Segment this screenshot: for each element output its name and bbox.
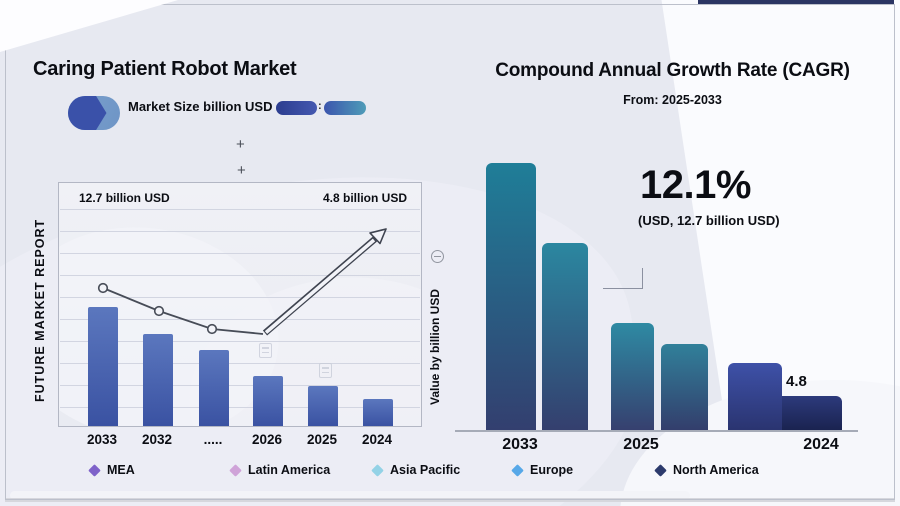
future-market-report-label: FUTURE MARKET REPORT: [33, 218, 47, 403]
diamond-icon: [511, 463, 524, 477]
x-label: 2024: [803, 436, 839, 453]
cagr-value: 12.1%: [640, 163, 751, 207]
legend-label: Latin America: [248, 463, 331, 477]
bar-2025: [308, 386, 338, 426]
cagr-title: Compound Annual Growth Rate (CAGR): [495, 60, 850, 81]
x-axis-line: [455, 430, 858, 432]
legend-pill-navy-icon: [276, 101, 317, 115]
x-label: 2026: [251, 432, 283, 447]
bar-dots: [199, 350, 229, 426]
cagr-bar-2024-a: [728, 363, 782, 430]
bar-2026: [253, 376, 283, 426]
x-label: 2025: [306, 432, 338, 447]
cagr-bar-2025-a: [611, 323, 654, 430]
x-label: 2033: [502, 436, 538, 453]
market-size-legend-label: Market Size billion USD: [128, 99, 273, 114]
document-watermark-icon: [259, 343, 272, 358]
bar-2024: [363, 399, 393, 426]
trend-line-and-arrow: [97, 228, 387, 336]
cagr-subtitle: From: 2025-2033: [623, 93, 722, 107]
cagr-bar-2033-b: [542, 243, 588, 430]
legend-item-north-america: North America: [654, 463, 759, 477]
diamond-icon: [654, 463, 667, 477]
legend-pill-teal-icon: [324, 101, 366, 115]
bar-value-label: 4.8: [786, 373, 807, 390]
x-label: 2024: [361, 432, 393, 447]
chart-gridlines: [60, 209, 420, 426]
top-accent-strip: [698, 0, 894, 4]
diamond-icon: [371, 463, 384, 477]
bar-2033: [88, 307, 118, 426]
page-title: Caring Patient Robot Market: [33, 58, 297, 80]
bar-2032: [143, 334, 173, 426]
cagr-bar-2025-b: [661, 344, 708, 430]
legend-label: Asia Pacific: [390, 463, 461, 477]
circled-minus-icon: [431, 250, 444, 263]
legend-item-mea: MEA: [88, 463, 135, 477]
legend-item-asia-pacific: Asia Pacific: [371, 463, 461, 477]
bracket-connector: [603, 268, 643, 289]
legend-label: MEA: [107, 463, 135, 477]
cagr-bar-2033-a: [486, 163, 536, 430]
document-watermark-icon: [319, 363, 332, 378]
bottom-light-band: [10, 491, 690, 500]
diamond-icon: [88, 463, 101, 477]
y-axis-label: Value by billion USD: [428, 288, 442, 406]
diamond-icon: [229, 463, 242, 477]
plus-icon: +: [236, 136, 245, 153]
cagr-note: (USD, 12.7 billion USD): [638, 213, 780, 228]
x-label: 2025: [623, 436, 659, 453]
legend-label: North America: [673, 463, 759, 477]
market-size-capsule-icon: [68, 96, 120, 130]
bottom-dark-band: [5, 498, 895, 502]
x-label: .....: [203, 432, 223, 447]
x-label: 2033: [86, 432, 118, 447]
legend-separator: :: [318, 100, 322, 112]
x-label: 2032: [141, 432, 173, 447]
plus-icon: +: [237, 162, 246, 179]
legend-item-europe: Europe: [511, 463, 574, 477]
legend-item-latin-america: Latin America: [229, 463, 331, 477]
legend-label: Europe: [530, 463, 574, 477]
market-size-chart: 12.7 billion USD 4.8 billion USD: [58, 182, 422, 427]
cagr-bar-2024-b: [782, 396, 842, 430]
annotation-2024-value: 4.8 billion USD: [322, 191, 407, 205]
annotation-2033-value: 12.7 billion USD: [79, 191, 170, 205]
